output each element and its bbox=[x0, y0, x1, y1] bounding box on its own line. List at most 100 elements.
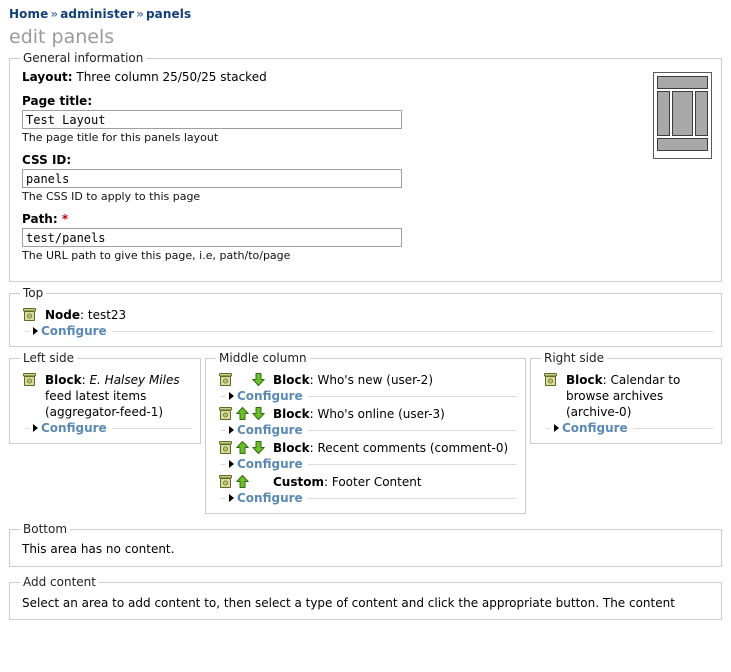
pane-name: test23 bbox=[87, 308, 127, 322]
arrow-down-icon[interactable] bbox=[251, 406, 266, 421]
pane-type: Custom bbox=[273, 475, 324, 489]
trash-icon[interactable] bbox=[543, 372, 558, 387]
configure-row: – Configure bbox=[218, 389, 517, 403]
page-title-description: The page title for this panels layout bbox=[22, 131, 219, 144]
pane-name: Calendar to browse archives (archive-0) bbox=[566, 373, 681, 419]
dash-glyph: – bbox=[220, 389, 226, 403]
trash-icon[interactable] bbox=[218, 440, 233, 455]
pane-name-italic: E. Halsey Miles bbox=[89, 373, 180, 387]
configure-link[interactable]: Configure bbox=[41, 324, 107, 338]
divider bbox=[111, 427, 192, 429]
layout-preview-left-column bbox=[657, 91, 670, 136]
pane-item: Custom: Footer Content – Configure bbox=[218, 473, 517, 505]
region-middle-column-legend: Middle column bbox=[219, 351, 307, 365]
breadcrumb-item-panels[interactable]: panels bbox=[145, 7, 192, 21]
pane-name: Who's new (user-2) bbox=[317, 373, 433, 387]
configure-link[interactable]: Configure bbox=[41, 421, 107, 435]
region-bottom-empty-text: This area has no content. bbox=[22, 542, 175, 556]
triangle-right-icon bbox=[554, 424, 559, 432]
dash-glyph: – bbox=[545, 421, 551, 435]
divider bbox=[307, 395, 517, 397]
css-id-input[interactable] bbox=[22, 169, 402, 188]
arrow-down-icon[interactable] bbox=[251, 372, 266, 387]
pane-item: Block: Who's online (user-3) – Configure bbox=[218, 405, 517, 437]
trash-icon[interactable] bbox=[218, 372, 233, 387]
pane-title: Block: Who's online (user-3) bbox=[273, 407, 445, 421]
pane-type: Block bbox=[566, 373, 603, 387]
triangle-right-icon bbox=[33, 327, 38, 335]
configure-link[interactable]: Configure bbox=[237, 389, 303, 403]
pane-header: Block: Who's new (user-2) bbox=[218, 371, 517, 388]
configure-row: – Configure bbox=[22, 421, 192, 435]
pane-name-rest: feed latest items (aggregator-feed-1) bbox=[45, 389, 164, 419]
dash-glyph: – bbox=[220, 491, 226, 505]
layout-label: Layout: bbox=[22, 70, 73, 84]
page-title-label: Page title: bbox=[22, 94, 93, 108]
region-top-fieldset: Top Node: test23 – Configure bbox=[9, 286, 722, 347]
layout-preview-icon bbox=[653, 72, 712, 159]
pane-header: Block: E. Halsey Miles feed latest items… bbox=[22, 371, 192, 420]
pane-header: Node: test23 bbox=[22, 306, 713, 323]
add-content-fieldset: Add content Select an area to add conten… bbox=[9, 575, 722, 620]
layout-preview-top-bar bbox=[657, 76, 708, 89]
divider bbox=[632, 427, 713, 429]
trash-icon[interactable] bbox=[218, 406, 233, 421]
divider bbox=[307, 429, 517, 431]
triangle-right-icon bbox=[229, 494, 234, 502]
region-left-side-legend: Left side bbox=[23, 351, 74, 365]
layout-preview-right-column bbox=[695, 91, 708, 136]
pane-item: Block: E. Halsey Miles feed latest items… bbox=[22, 371, 192, 435]
region-bottom-fieldset: Bottom This area has no content. bbox=[9, 522, 722, 567]
page-title-input[interactable] bbox=[22, 110, 402, 129]
divider bbox=[111, 330, 713, 332]
css-id-description: The CSS ID to apply to this page bbox=[22, 190, 201, 203]
form-item-css-id: CSS ID: The CSS ID to apply to this page bbox=[22, 153, 713, 203]
triangle-right-icon bbox=[229, 460, 234, 468]
region-right-side-legend: Right side bbox=[544, 351, 604, 365]
pane-type: Node bbox=[45, 308, 81, 322]
region-left-side-fieldset: Left side Block: E. Halsey Miles feed la… bbox=[9, 351, 201, 444]
arrow-down-icon[interactable] bbox=[251, 440, 266, 455]
pane-header: Custom: Footer Content bbox=[218, 473, 517, 490]
path-label: Path: * bbox=[22, 212, 69, 226]
region-middle-column-fieldset: Middle column Block: Who's new (user-2) … bbox=[205, 351, 526, 514]
breadcrumb-item-home[interactable]: Home bbox=[9, 7, 49, 21]
general-information-legend: General information bbox=[23, 51, 144, 65]
add-content-legend: Add content bbox=[23, 575, 96, 589]
pane-type: Block bbox=[273, 373, 310, 387]
pane-type: Block bbox=[273, 441, 310, 455]
pane-controls bbox=[22, 306, 39, 323]
breadcrumb-separator: » bbox=[136, 7, 144, 21]
triangle-right-icon bbox=[33, 424, 38, 432]
breadcrumb: Home» administer» panels bbox=[0, 0, 731, 21]
pane-title: Block: Who's new (user-2) bbox=[273, 373, 433, 387]
pane-name: Footer Content bbox=[331, 475, 422, 489]
configure-link[interactable]: Configure bbox=[562, 421, 628, 435]
required-marker: * bbox=[61, 212, 69, 226]
pane-controls bbox=[218, 473, 267, 490]
pane-header: Block: Calendar to browse archives (arch… bbox=[543, 371, 713, 420]
triangle-right-icon bbox=[229, 392, 234, 400]
pane-title: Block: Recent comments (comment-0) bbox=[273, 441, 509, 455]
divider bbox=[307, 463, 517, 465]
configure-link[interactable]: Configure bbox=[237, 457, 303, 471]
arrow-up-icon[interactable] bbox=[235, 440, 250, 455]
configure-link[interactable]: Configure bbox=[237, 423, 303, 437]
region-columns-row: Left side Block: E. Halsey Miles feed la… bbox=[0, 347, 731, 514]
trash-icon[interactable] bbox=[22, 307, 37, 322]
arrow-up-icon[interactable] bbox=[235, 406, 250, 421]
breadcrumb-item-administer[interactable]: administer bbox=[60, 7, 135, 21]
pane-controls bbox=[218, 405, 267, 422]
pane-title: Block: E. Halsey Miles feed latest items… bbox=[45, 373, 180, 419]
arrow-up-icon[interactable] bbox=[235, 474, 250, 489]
configure-link[interactable]: Configure bbox=[237, 491, 303, 505]
pane-header: Block: Recent comments (comment-0) bbox=[218, 439, 517, 456]
trash-icon[interactable] bbox=[22, 372, 37, 387]
configure-row: – Configure bbox=[218, 423, 517, 437]
path-input[interactable] bbox=[22, 228, 402, 247]
css-id-label: CSS ID: bbox=[22, 153, 72, 167]
region-bottom-legend: Bottom bbox=[23, 522, 68, 536]
trash-icon[interactable] bbox=[218, 474, 233, 489]
pane-type: Block bbox=[273, 407, 310, 421]
pane-controls bbox=[543, 371, 560, 388]
